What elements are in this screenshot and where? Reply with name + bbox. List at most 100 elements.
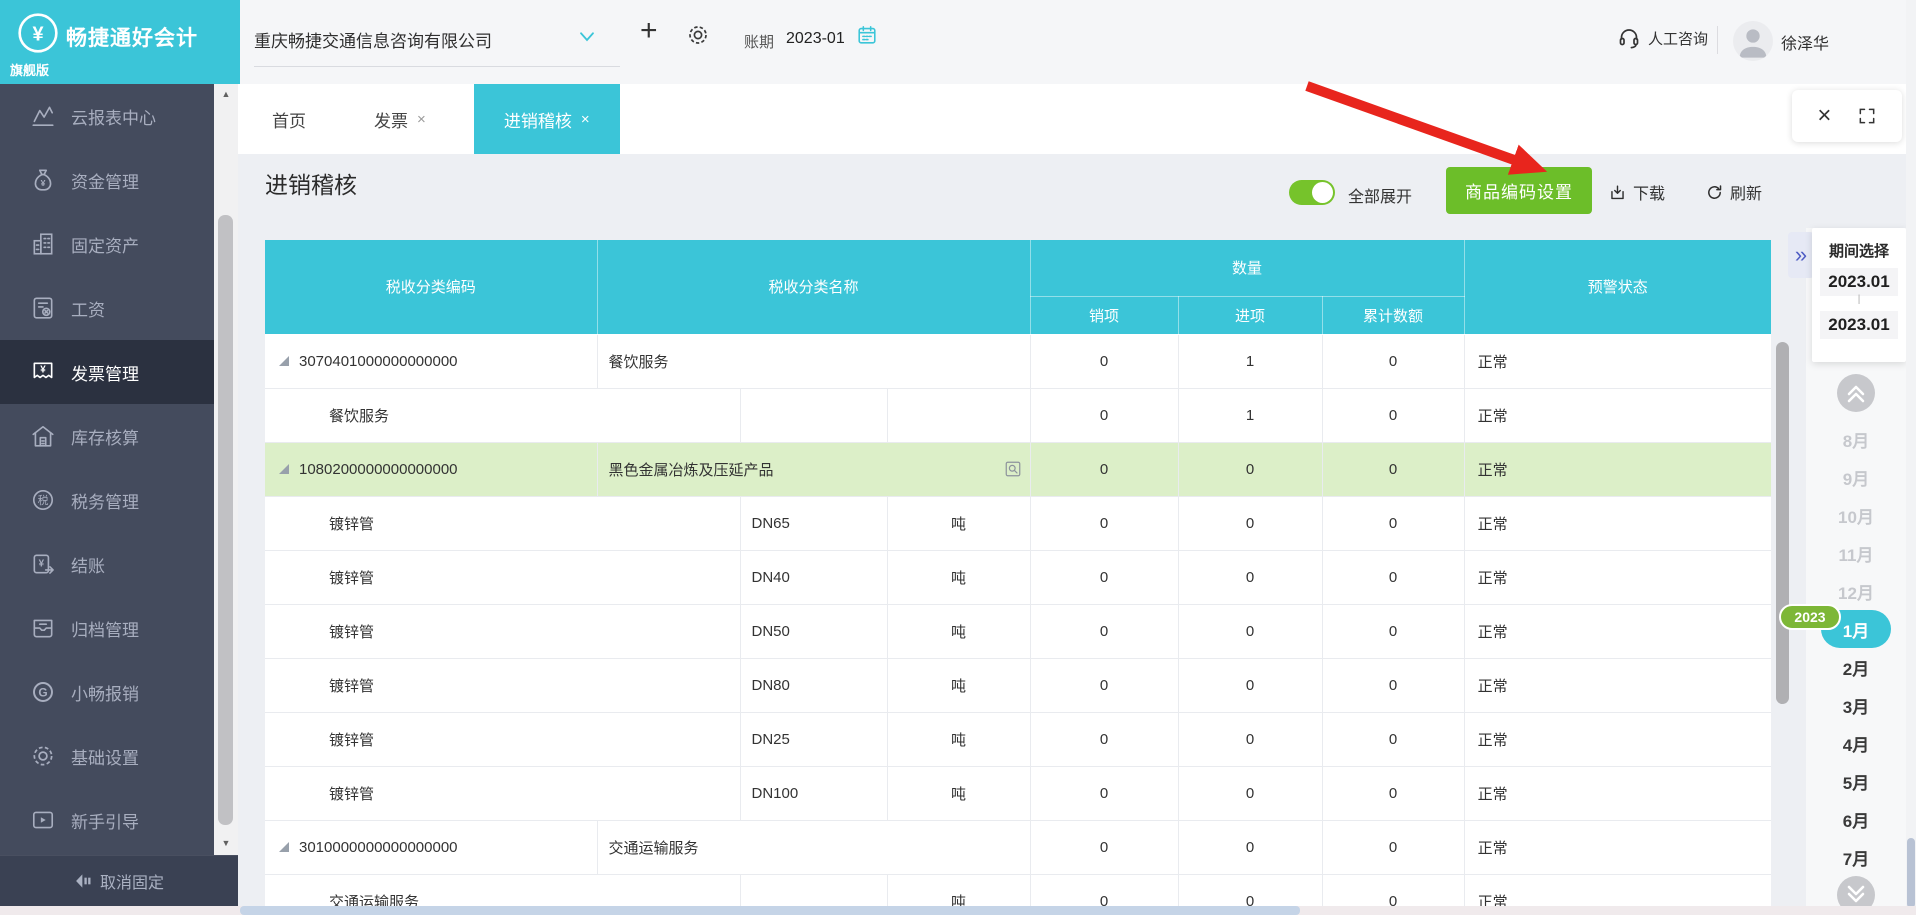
svg: G [33, 682, 53, 702]
col-header-qty-in: 进项 [1177, 295, 1323, 335]
month-option-2月[interactable]: 2月 [1842, 659, 1870, 679]
svg-text:¥: ¥ [39, 559, 45, 570]
month-option-12月[interactable]: 12月 [1838, 583, 1874, 603]
page-vertical-scrollbar-thumb[interactable] [1907, 838, 1915, 908]
unpin-sidebar-button[interactable]: 取消固定 [0, 855, 238, 906]
period-value[interactable]: 2023-01 [786, 30, 845, 47]
cell-unit: 吨 [886, 603, 1031, 659]
sidebar-item-reimburse[interactable]: G 小畅报销 [0, 660, 214, 724]
sidebar-item-closing[interactable]: ¥ 结账 [0, 532, 214, 596]
svg-text:税: 税 [38, 493, 49, 507]
sidebar-item-label: 资金管理 [71, 172, 139, 192]
month-option-8月[interactable]: 8月 [1842, 431, 1870, 451]
sidebar-item-archive[interactable]: 归档管理 [0, 596, 214, 660]
calendar-icon[interactable] [856, 24, 878, 46]
period-to[interactable]: 2023.01 [1820, 311, 1898, 339]
month-option-9月[interactable]: 9月 [1842, 469, 1870, 489]
cell-qty-in: 0 [1177, 603, 1323, 659]
month-option-3月[interactable]: 3月 [1842, 697, 1870, 717]
month-option-5月[interactable]: 5月 [1842, 773, 1870, 793]
add-button[interactable]: + [640, 14, 658, 47]
company-selector[interactable]: 重庆畅捷交通信息咨询有限公司 [254, 32, 492, 51]
cell-unit: 吨 [886, 495, 1031, 551]
sidebar-item-label: 固定资产 [71, 236, 139, 256]
expand-all-toggle[interactable] [1289, 180, 1335, 205]
svg: 税 [32, 489, 54, 511]
svg [32, 425, 54, 447]
refresh-button[interactable]: 刷新 [1705, 180, 1762, 204]
sidebar-item-report-chart[interactable]: 云报表中心 [0, 84, 214, 148]
expand-icon[interactable] [279, 842, 289, 852]
tab-close-icon[interactable]: × [580, 110, 590, 128]
magnifier-icon[interactable] [1004, 460, 1022, 478]
cell-qty-total: 0 [1321, 603, 1465, 659]
period-selector-title: 期间选择 [1828, 243, 1889, 260]
month-list: 8月 9月 10月 11月 12月 1月 2月 3月 4月 5月 6月 7月 [1806, 420, 1906, 876]
cell-item-name: 镀锌管 [265, 549, 741, 605]
gear-icon[interactable] [686, 23, 710, 47]
sidebar-item-guide[interactable]: 新手引导 [0, 788, 214, 852]
page-vertical-scrollbar[interactable] [1906, 0, 1916, 915]
expand-icon[interactable] [279, 464, 289, 474]
sidebar-item-invoice[interactable]: ¥ 发票管理 [0, 340, 214, 404]
support-link[interactable]: 人工咨询 [1617, 26, 1708, 50]
sidebar-menu: 云报表中心 ¥ 资金管理固定资产工资 ¥ 发票管理 库存核算税 税务管理 ¥ 结账 归档管理 G 小畅… [0, 84, 214, 852]
sidebar-item-money-bag[interactable]: ¥ 资金管理 [0, 148, 214, 212]
cell-spec: DN80 [739, 657, 888, 713]
sidebar-item-label: 新手引导 [71, 812, 139, 832]
sidebar-scrollbar-thumb[interactable] [218, 215, 233, 825]
page-horizontal-scrollbar-thumb[interactable] [240, 906, 1300, 915]
cell-status: 正常 [1463, 387, 1771, 443]
cell-qty-out: 0 [1029, 333, 1179, 389]
sidebar-item-salary[interactable]: 工资 [0, 276, 214, 340]
table-scrollbar-thumb[interactable] [1776, 342, 1789, 704]
sidebar-item-building[interactable]: 固定资产 [0, 212, 214, 276]
scroll-down-arrow-icon[interactable]: ▼ [221, 838, 231, 848]
fullscreen-icon[interactable] [1857, 106, 1877, 126]
month-option-11月[interactable]: 11月 [1838, 545, 1874, 565]
close-icon[interactable]: × [1817, 102, 1832, 129]
table-row: 餐饮服务 0 1 0 正常 [265, 387, 1771, 443]
expand-icon[interactable] [279, 356, 289, 366]
table-row: 镀锌管 DN65 吨 0 0 0 正常 [265, 495, 1771, 551]
month-option-6月[interactable]: 6月 [1842, 811, 1870, 831]
sidebar: 云报表中心 ¥ 资金管理固定资产工资 ¥ 发票管理 库存核算税 税务管理 ¥ 结账 归档管理 G 小畅… [0, 84, 214, 915]
download-button[interactable]: 下载 [1608, 180, 1665, 204]
table-row: 镀锌管 DN25 吨 0 0 0 正常 [265, 711, 1771, 767]
month-option-4月[interactable]: 4月 [1842, 735, 1870, 755]
window-controls: × [1792, 90, 1902, 142]
svg: ¥ [33, 362, 53, 379]
col-header-qty-group: 数量 [1029, 240, 1465, 297]
collapse-panel-icon[interactable]: » [1788, 232, 1814, 278]
person-icon [1739, 29, 1767, 58]
tab-发票[interactable]: 发票 × [354, 84, 446, 154]
tab-首页[interactable]: 首页 [252, 84, 326, 154]
unpin-label: 取消固定 [99, 875, 164, 892]
sidebar-item-tax[interactable]: 税 税务管理 [0, 468, 214, 532]
cell-item-name: 镀锌管 [265, 711, 741, 767]
username[interactable]: 徐泽华 [1781, 36, 1830, 53]
svg [32, 106, 54, 127]
cell-qty-total: 0 [1321, 495, 1465, 551]
month-option-10月[interactable]: 10月 [1838, 507, 1874, 527]
sidebar-item-warehouse[interactable]: 库存核算 [0, 404, 214, 468]
period-from[interactable]: 2023.01 [1820, 268, 1898, 296]
scroll-up-arrow-icon[interactable]: ▲ [221, 89, 231, 99]
tab-进销稽核[interactable]: 进销稽核 × [473, 84, 620, 154]
cell-status: 正常 [1463, 441, 1771, 497]
cell-tax-code: 1080200000000000000 [265, 441, 598, 497]
table-row: 3010000000000000000 交通运输服务 0 0 0 正常 [265, 819, 1771, 875]
chevron-down-icon[interactable] [578, 31, 596, 43]
product-code-settings-button[interactable]: 商品编码设置 [1446, 167, 1592, 214]
month-option-7月[interactable]: 7月 [1842, 849, 1870, 869]
cell-status: 正常 [1463, 333, 1771, 389]
tab-close-icon[interactable]: × [417, 110, 426, 128]
company-underline [254, 66, 620, 67]
avatar[interactable] [1733, 21, 1773, 61]
months-scroll-up-button[interactable] [1837, 374, 1875, 412]
svg-text:¥: ¥ [41, 178, 46, 188]
headset-icon [1619, 29, 1639, 49]
sidebar-item-settings[interactable]: 基础设置 [0, 724, 214, 788]
cell-spec [739, 387, 888, 443]
